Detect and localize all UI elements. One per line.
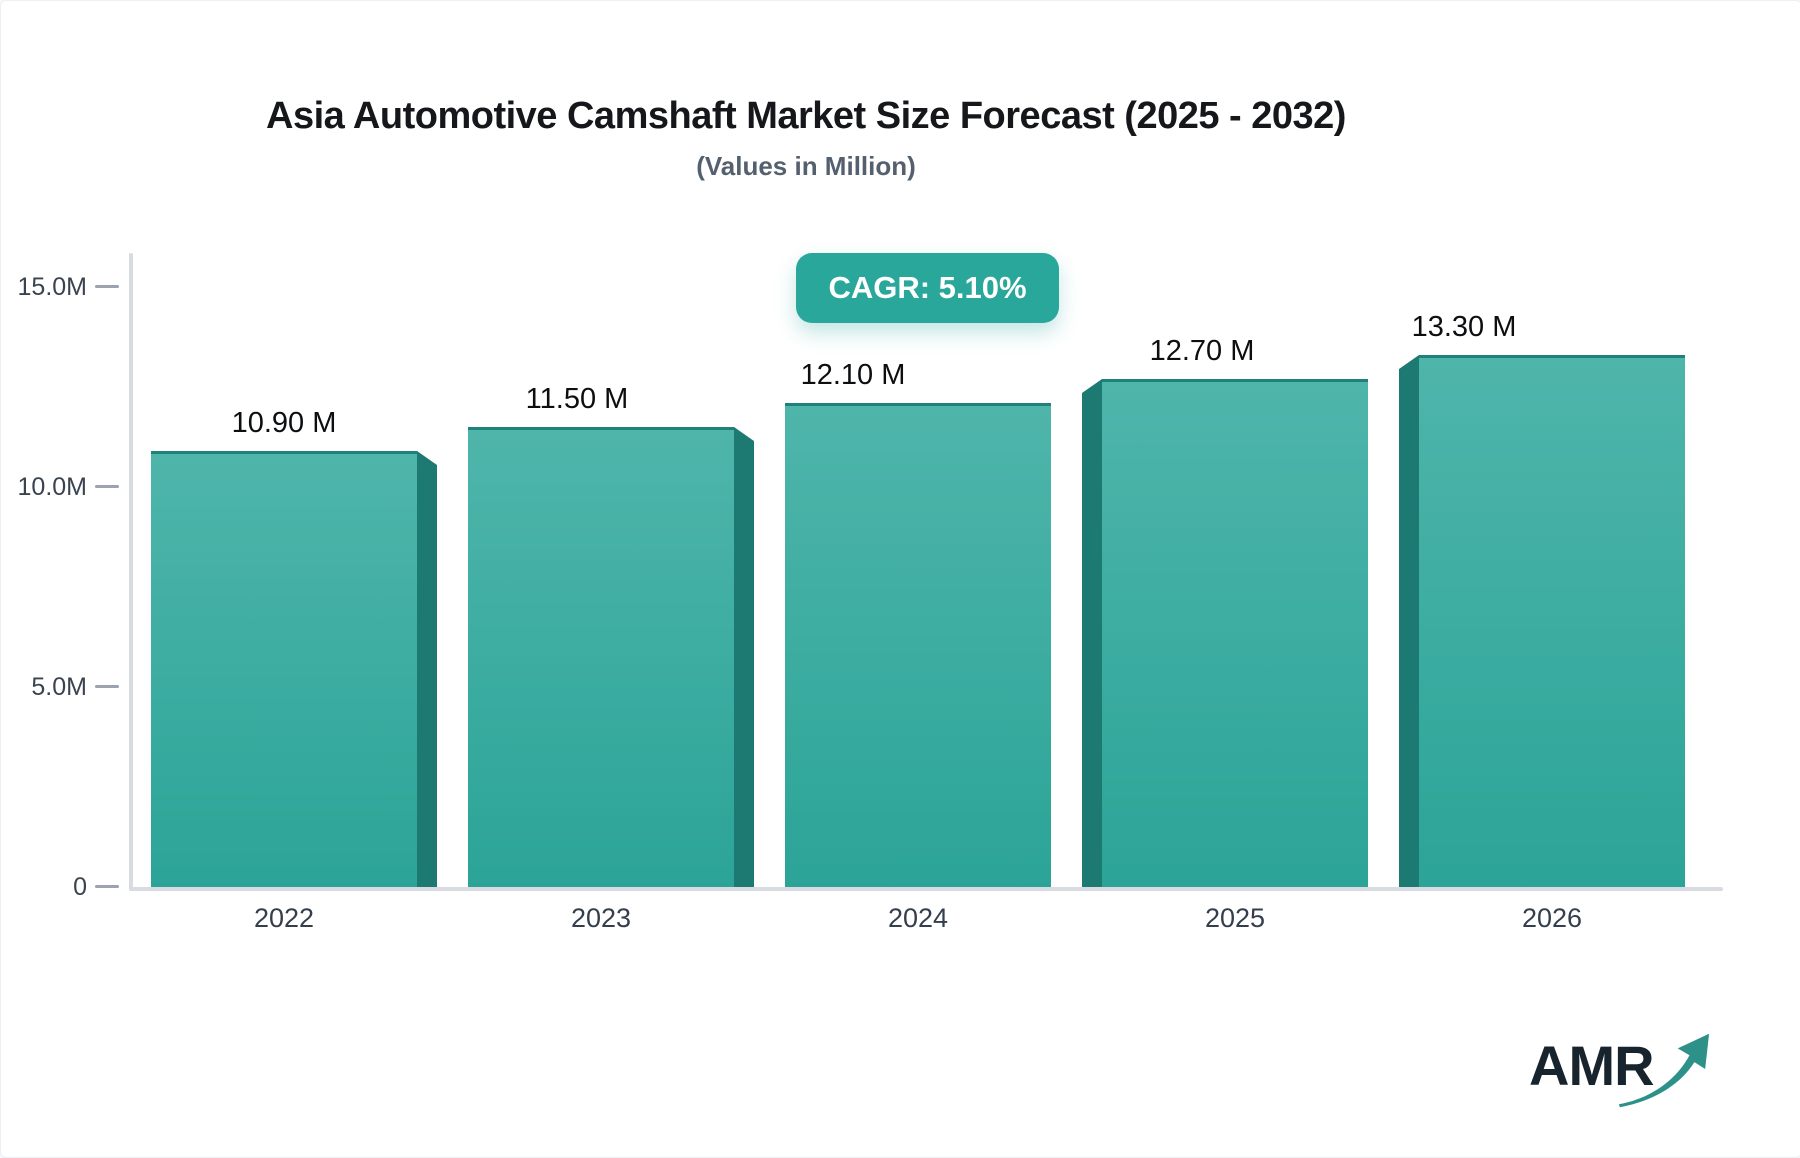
growth-arrow-icon — [1618, 1033, 1710, 1108]
title-wrap: Asia Automotive Camshaft Market Size For… — [1, 95, 1611, 139]
bar-2026 — [1419, 355, 1685, 887]
bar-2022 — [151, 451, 417, 887]
bar-value-label: 10.90 M — [231, 407, 337, 439]
bar-2025-side — [1082, 379, 1102, 887]
bar-value-label: 13.30 M — [1411, 311, 1517, 343]
y-tick-mark — [95, 885, 119, 888]
bar-2023-side — [734, 427, 754, 887]
y-tick-label: 10.0M — [17, 473, 87, 501]
x-axis-label: 2026 — [1521, 903, 1583, 933]
y-tick-label: 0 — [73, 873, 87, 901]
y-axis-line — [129, 253, 133, 891]
y-tick-mark — [95, 285, 119, 288]
bar-2026-side — [1399, 355, 1419, 887]
cagr-label: CAGR: 5.10% — [828, 270, 1027, 305]
bar-2023 — [468, 427, 734, 887]
bar-2022-side — [417, 451, 437, 887]
bar-value-label: 12.10 M — [800, 359, 906, 391]
bar-2024 — [785, 403, 1051, 887]
amr-logo: AMR — [1529, 1033, 1729, 1119]
bar-value-label: 12.70 M — [1149, 335, 1255, 367]
y-tick-mark — [95, 485, 119, 488]
x-axis-label: 2025 — [1204, 903, 1266, 933]
x-axis-line — [129, 887, 1723, 891]
cagr-badge: CAGR: 5.10% — [796, 253, 1059, 323]
chart-subtitle: (Values in Million) — [696, 151, 916, 181]
x-axis-label: 2022 — [253, 903, 315, 933]
bar-value-label: 11.50 M — [525, 383, 629, 415]
y-tick-mark — [95, 685, 119, 688]
x-axis-label: 2023 — [570, 903, 632, 933]
y-tick-label: 5.0M — [31, 673, 87, 701]
amr-logo-text: AMR — [1529, 1034, 1655, 1097]
x-axis-label: 2024 — [887, 903, 949, 933]
chart-title: Asia Automotive Camshaft Market Size For… — [266, 95, 1346, 137]
y-tick-label: 15.0M — [17, 273, 87, 301]
bar-2025 — [1102, 379, 1368, 887]
